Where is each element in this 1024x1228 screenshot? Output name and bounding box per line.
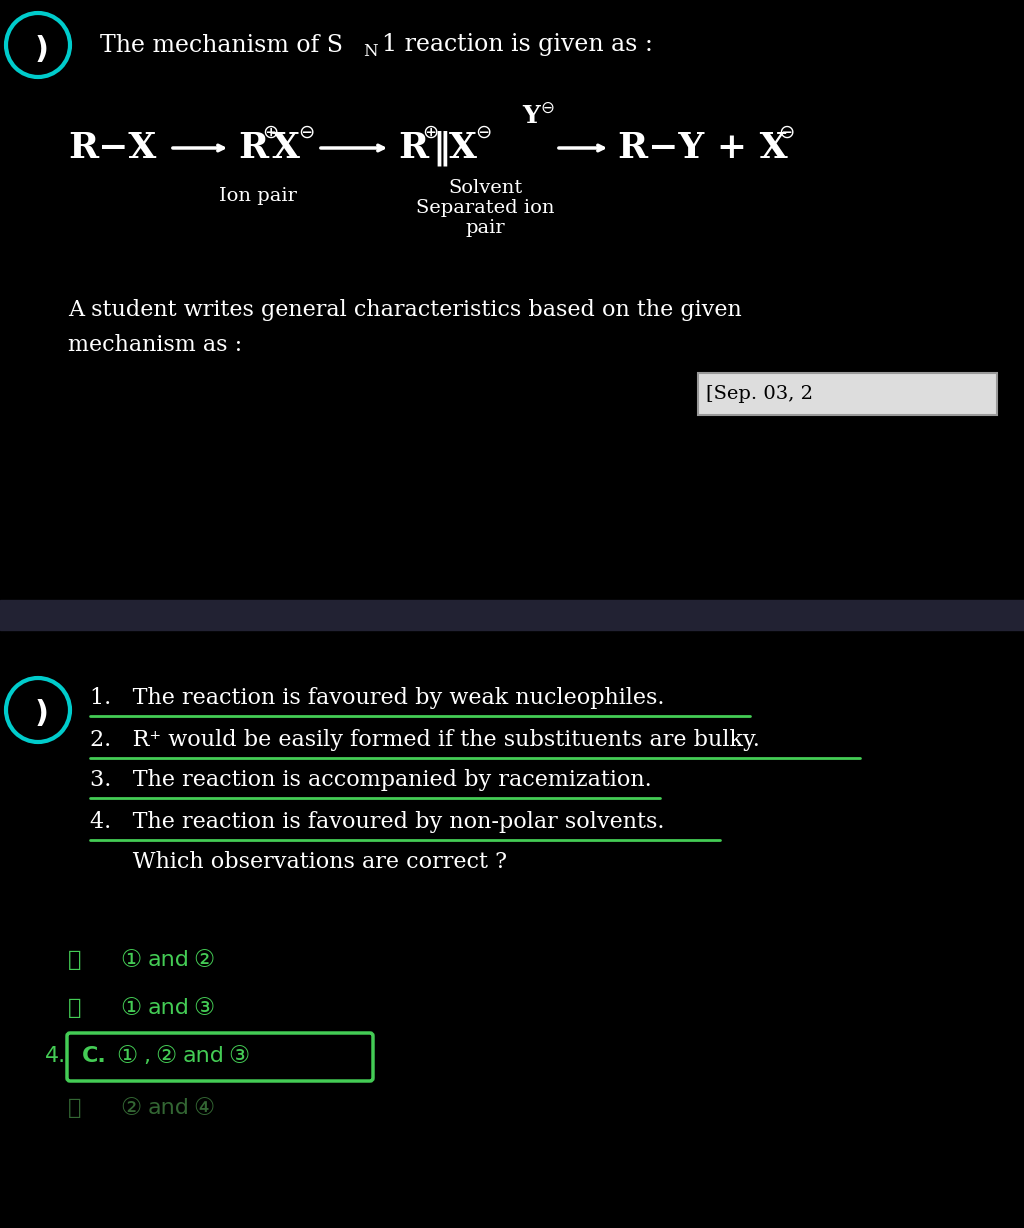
Text: ⊖: ⊖ [475,123,492,141]
Text: X: X [272,131,300,165]
Text: 2.   R⁺ would be easily formed if the substituents are bulky.: 2. R⁺ would be easily formed if the subs… [90,729,760,752]
Text: 五: 五 [68,998,81,1018]
Text: 3.   The reaction is accompanied by racemization.: 3. The reaction is accompanied by racemi… [90,769,651,791]
Text: 1.   The reaction is favoured by weak nucleophiles.: 1. The reaction is favoured by weak nucl… [90,686,665,709]
Text: X: X [449,131,477,165]
Text: ②: ② [120,1097,141,1120]
Bar [0,600,1024,630]
Text: R−Y + X: R−Y + X [618,131,787,165]
Text: ⊕: ⊕ [422,123,438,141]
Text: 4.   The reaction is favoured by non-polar solvents.: 4. The reaction is favoured by non-polar… [90,810,665,833]
Text: Y: Y [522,104,540,128]
Text: The mechanism of S: The mechanism of S [100,33,343,56]
Text: ③: ③ [193,996,214,1020]
Text: Separated ion: Separated ion [416,199,554,217]
Text: and: and [148,950,189,970]
Text: ①: ① [120,996,141,1020]
Text: ②: ② [155,1044,176,1068]
Text: ): ) [35,34,49,64]
Text: ⊕: ⊕ [262,123,279,141]
Text: ③: ③ [228,1044,249,1068]
Text: 茅: 茅 [68,950,81,970]
Text: ⊖: ⊖ [778,123,795,141]
Text: ②: ② [193,948,214,973]
Text: mechanism as :: mechanism as : [68,334,242,356]
Text: and: and [183,1046,225,1066]
Text: and: and [148,998,189,1018]
Text: ,: , [143,1046,150,1066]
Text: Solvent: Solvent [447,179,522,196]
Text: 五: 五 [68,1098,81,1117]
Text: Ion pair: Ion pair [219,187,297,205]
Text: N: N [362,43,378,60]
Text: 1 reaction is given as :: 1 reaction is given as : [382,33,653,56]
Text: ④: ④ [193,1097,214,1120]
Text: R: R [238,131,268,165]
Text: ①: ① [120,948,141,973]
Text: ‖: ‖ [432,130,450,166]
FancyBboxPatch shape [698,373,997,415]
Text: R: R [398,131,428,165]
Text: A student writes general characteristics based on the given: A student writes general characteristics… [68,298,741,321]
Text: ): ) [35,700,49,728]
Text: 4.: 4. [45,1046,67,1066]
Text: R−X: R−X [68,131,157,165]
Text: ⊖: ⊖ [540,99,554,117]
Text: ①: ① [116,1044,137,1068]
Text: Which observations are correct ?: Which observations are correct ? [90,851,507,873]
Text: C.: C. [82,1046,106,1066]
Text: ⊖: ⊖ [298,123,314,141]
Text: [Sep. 03, 2: [Sep. 03, 2 [706,386,813,403]
Text: and: and [148,1098,189,1117]
Text: pair: pair [465,219,505,237]
